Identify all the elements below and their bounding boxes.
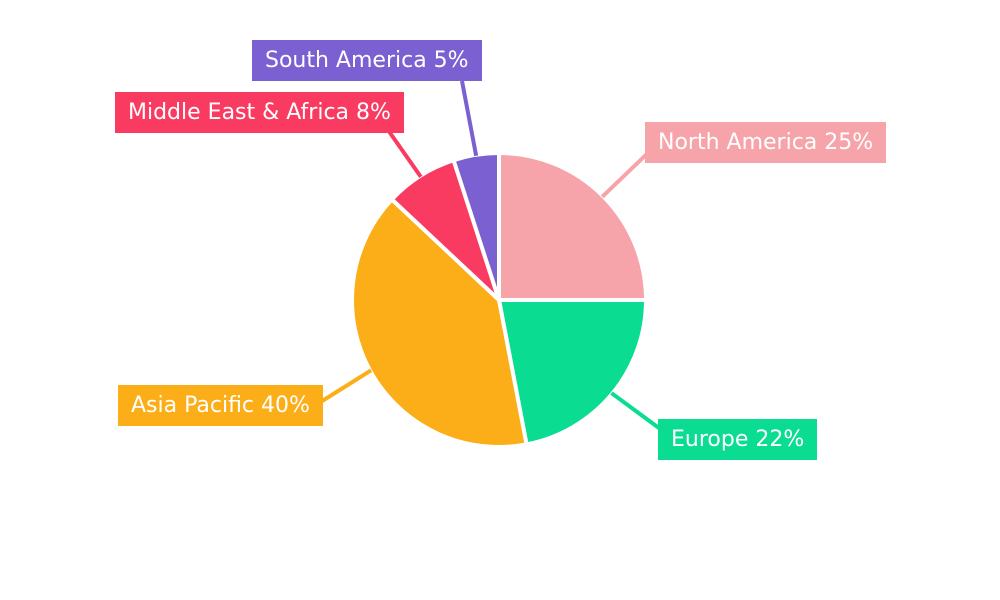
leader-line-south-america bbox=[460, 80, 479, 157]
leader-line-europe bbox=[610, 391, 665, 433]
pie-label-europe: Europe 22% bbox=[658, 419, 818, 460]
pie-label-middle-east-africa: Middle East & Africa 8% bbox=[115, 92, 404, 133]
pie-label-north-america: North America 25% bbox=[645, 122, 887, 163]
pie-label-south-america: South America 5% bbox=[252, 40, 482, 81]
leader-line-north-america bbox=[600, 149, 652, 199]
leader-line-asia-pacific bbox=[317, 368, 373, 405]
pie-label-asia-pacific: Asia Pacific 40% bbox=[118, 385, 323, 426]
leader-line-middle-east-africa bbox=[386, 128, 423, 178]
